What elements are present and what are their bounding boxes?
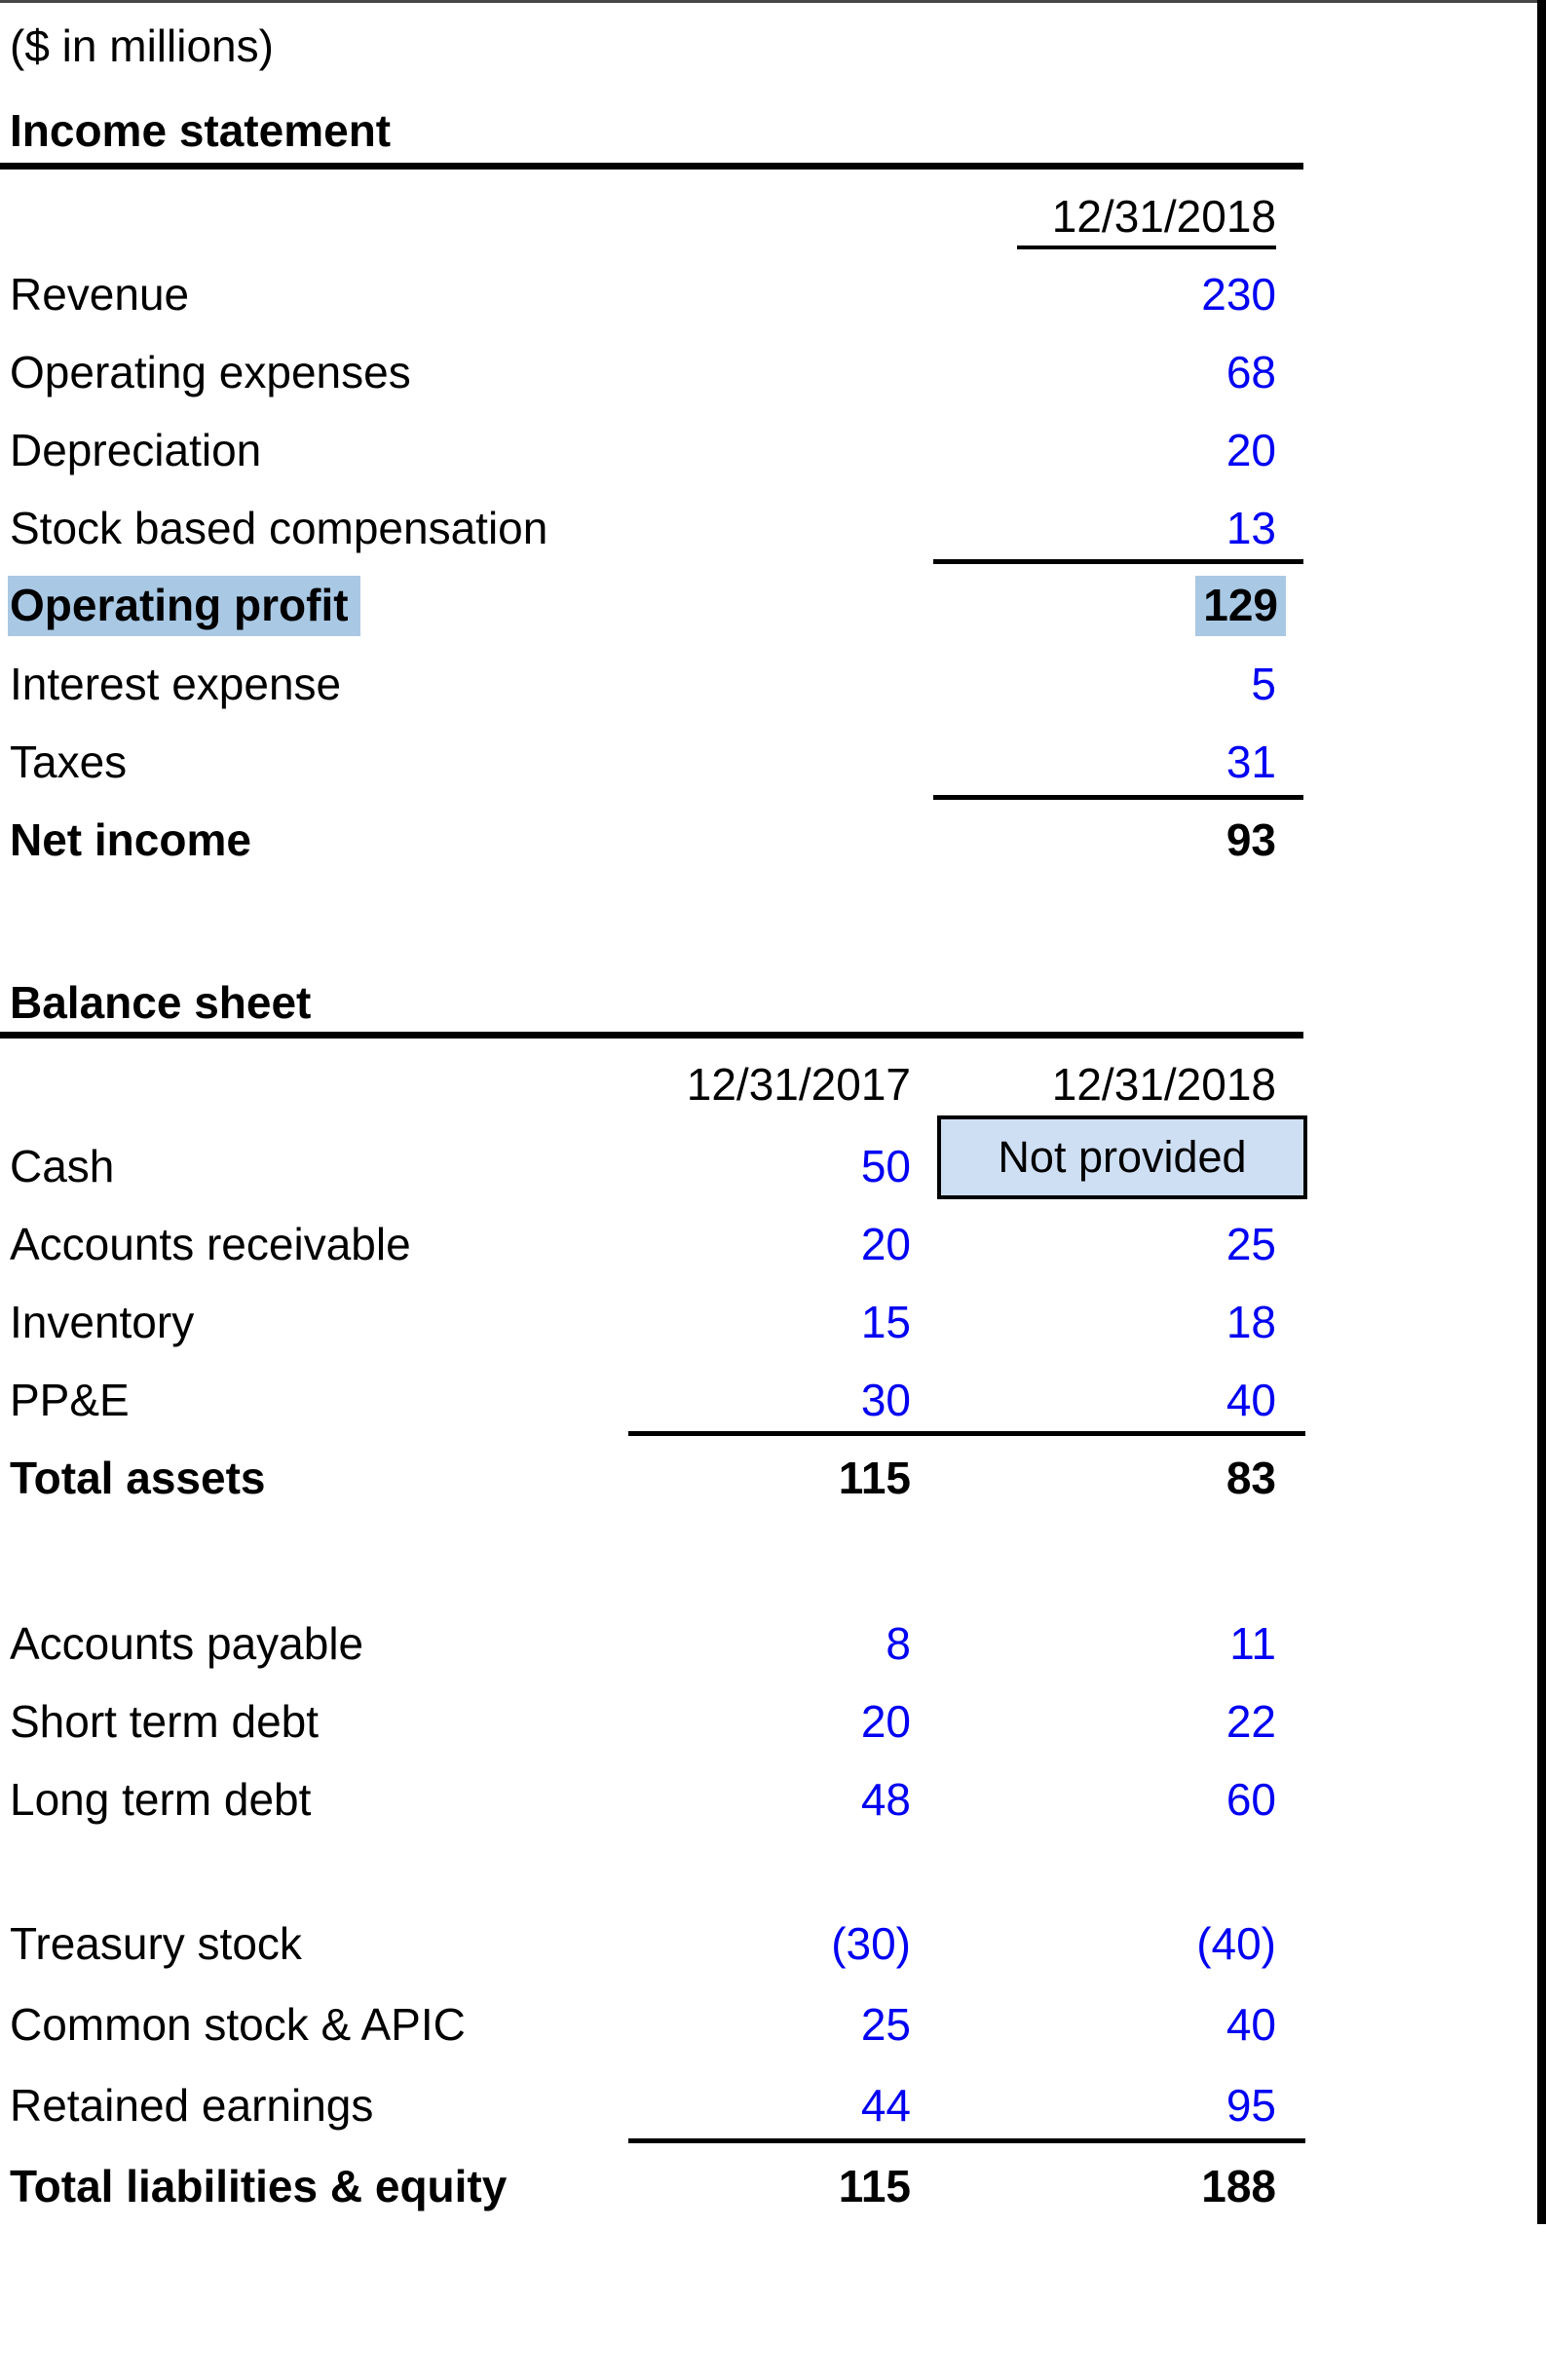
operating-profit-highlight: Operating profit — [8, 576, 360, 636]
row-label: Short term debt — [10, 1696, 320, 1747]
balance-sheet-title: Balance sheet — [10, 977, 312, 1028]
row-label: Taxes — [10, 737, 128, 787]
table-row-interest-expense: Interest expense 5 — [0, 645, 1276, 723]
table-row-cash: Cash 50 — [0, 1127, 1276, 1205]
row-value-2018: 18 — [1225, 1297, 1276, 1347]
row-label: Depreciation — [10, 425, 262, 475]
section-gap — [0, 1517, 1276, 1605]
row-label: Interest expense — [10, 659, 342, 709]
row-value: 13 — [1225, 503, 1276, 553]
row-value-2017: 30 — [860, 1375, 911, 1425]
units-note: ($ in millions) — [10, 20, 274, 71]
period-header-2018: 12/31/2018 — [1017, 191, 1276, 249]
row-value-2017: 44 — [860, 2079, 911, 2131]
table-row-ppe: PP&E 30 40 — [0, 1361, 1276, 1439]
row-label: Operating profit — [0, 576, 984, 636]
table-row-stock-based-compensation: Stock based compensation 13 — [0, 489, 1276, 567]
row-label: Treasury stock — [10, 1917, 302, 1969]
row-value: 5 — [1251, 659, 1276, 709]
subtotal-line — [628, 1431, 1305, 1436]
period-header-2018: 12/31/2018 — [1051, 1059, 1276, 1110]
row-value: 31 — [1225, 737, 1276, 787]
table-row-total-assets: Total assets 115 83 — [0, 1439, 1276, 1517]
row-value-2018: 95 — [1225, 2079, 1276, 2131]
section-gap — [0, 1838, 1276, 1903]
row-value-2018: 22 — [1225, 1696, 1276, 1747]
row-value-2018: 188 — [1201, 2160, 1276, 2211]
table-row-operating-expenses: Operating expenses 68 — [0, 333, 1276, 411]
table-row-accounts-payable: Accounts payable 8 11 — [0, 1605, 1276, 1682]
period-header-2017: 12/31/2017 — [686, 1059, 911, 1110]
row-label: Net income — [10, 814, 251, 865]
subtotal-line — [628, 2138, 1305, 2143]
table-row-accounts-receivable: Accounts receivable 20 25 — [0, 1205, 1276, 1283]
table-row-common-stock-apic: Common stock & APIC 25 40 — [0, 1983, 1276, 2064]
table-row-depreciation: Depreciation 20 — [0, 411, 1276, 489]
income-statement-title: Income statement — [10, 105, 392, 156]
row-label: Accounts payable — [10, 1618, 364, 1669]
balance-sheet-header-row: 12/31/2017 12/31/2018 — [0, 1057, 1276, 1112]
table-row-revenue: Revenue 230 — [0, 255, 1276, 333]
row-value-2018: 11 — [1229, 1618, 1276, 1669]
income-statement-divider — [0, 163, 1303, 170]
row-label: Retained earnings — [10, 2079, 374, 2131]
not-provided-box: Not provided — [937, 1115, 1307, 1199]
row-value-2017: 50 — [860, 1141, 911, 1191]
row-value-2018: 25 — [1225, 1219, 1276, 1269]
income-statement-rows: Revenue 230 Operating expenses 68 Deprec… — [0, 255, 1286, 879]
row-value-2017: 115 — [838, 1453, 911, 1503]
row-value-2017: 25 — [860, 1998, 911, 2050]
income-statement-header-row: 12/31/2018 — [0, 191, 1276, 249]
table-row-treasury-stock: Treasury stock (30) (40) — [0, 1903, 1276, 1983]
table-row-inventory: Inventory 15 18 — [0, 1283, 1276, 1361]
table-row-long-term-debt: Long term debt 48 60 — [0, 1760, 1276, 1838]
table-row-operating-profit: Operating profit 129 — [0, 567, 1286, 645]
row-label: Revenue — [10, 269, 190, 320]
row-value-2018: 40 — [1225, 1998, 1276, 2050]
balance-sheet-divider — [0, 1032, 1303, 1039]
row-value-2017: 20 — [860, 1219, 911, 1269]
row-label: Total liabilities & equity — [10, 2160, 508, 2211]
row-value-2017: 20 — [860, 1696, 911, 1747]
row-label: Long term debt — [10, 1774, 312, 1825]
row-label: Inventory — [10, 1297, 195, 1347]
row-value-2017: 115 — [838, 2160, 911, 2211]
operating-profit-value-highlight: 129 — [1195, 576, 1286, 636]
row-label: Cash — [10, 1141, 115, 1191]
row-value-2017: 15 — [860, 1297, 911, 1347]
row-label: Stock based compensation — [10, 503, 548, 553]
row-value: 20 — [1225, 425, 1276, 475]
table-row-total-liabilities-equity: Total liabilities & equity 115 188 — [0, 2145, 1276, 2226]
table-row-net-income: Net income 93 — [0, 801, 1276, 879]
row-value: 93 — [1225, 814, 1276, 865]
row-value-2018: 40 — [1225, 1375, 1276, 1425]
row-label: Total assets — [10, 1453, 266, 1503]
row-value-2018: (40) — [1196, 1917, 1276, 1969]
top-hairline — [0, 0, 1546, 3]
row-label: PP&E — [10, 1375, 130, 1425]
row-label: Accounts receivable — [10, 1219, 411, 1269]
row-value: 230 — [1201, 269, 1276, 320]
row-value: 129 — [984, 576, 1286, 636]
subtotal-line — [933, 795, 1303, 800]
row-label: Common stock & APIC — [10, 1998, 466, 2050]
row-value-2018: 83 — [1225, 1453, 1276, 1503]
table-row-retained-earnings: Retained earnings 44 95 — [0, 2064, 1276, 2145]
balance-sheet-rows: Cash 50 Accounts receivable 20 25 Invent… — [0, 1127, 1276, 2226]
row-value-2017: 48 — [860, 1774, 911, 1825]
table-row-taxes: Taxes 31 — [0, 723, 1276, 801]
subtotal-line — [933, 559, 1303, 564]
table-row-short-term-debt: Short term debt 20 22 — [0, 1682, 1276, 1760]
row-value-2017: (30) — [831, 1917, 911, 1969]
right-border-line — [1537, 0, 1546, 2224]
row-value-2018: 60 — [1225, 1774, 1276, 1825]
row-value-2017: 8 — [886, 1618, 911, 1669]
row-label: Operating expenses — [10, 347, 411, 397]
row-value: 68 — [1225, 347, 1276, 397]
